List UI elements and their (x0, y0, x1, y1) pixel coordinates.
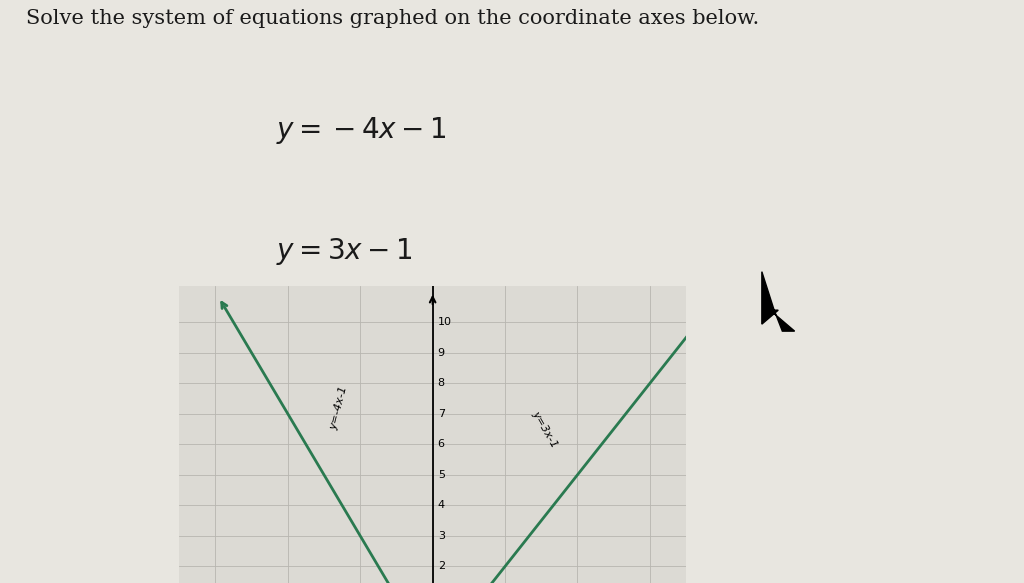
Text: 10: 10 (437, 317, 452, 327)
Text: y=3x-1: y=3x-1 (530, 409, 559, 449)
Text: 7: 7 (437, 409, 444, 419)
Text: 3: 3 (437, 531, 444, 541)
Polygon shape (762, 272, 795, 331)
Text: y=-4x-1: y=-4x-1 (329, 385, 349, 431)
Text: 6: 6 (437, 440, 444, 449)
Text: 4: 4 (437, 500, 444, 510)
Text: 8: 8 (437, 378, 444, 388)
Text: 2: 2 (437, 561, 444, 571)
Text: 9: 9 (437, 348, 444, 358)
Text: 5: 5 (437, 470, 444, 480)
Text: Solve the system of equations graphed on the coordinate axes below.: Solve the system of equations graphed on… (26, 9, 759, 28)
Text: $y = -4x - 1$: $y = -4x - 1$ (276, 115, 446, 146)
Text: $y = 3x - 1$: $y = 3x - 1$ (276, 237, 413, 268)
